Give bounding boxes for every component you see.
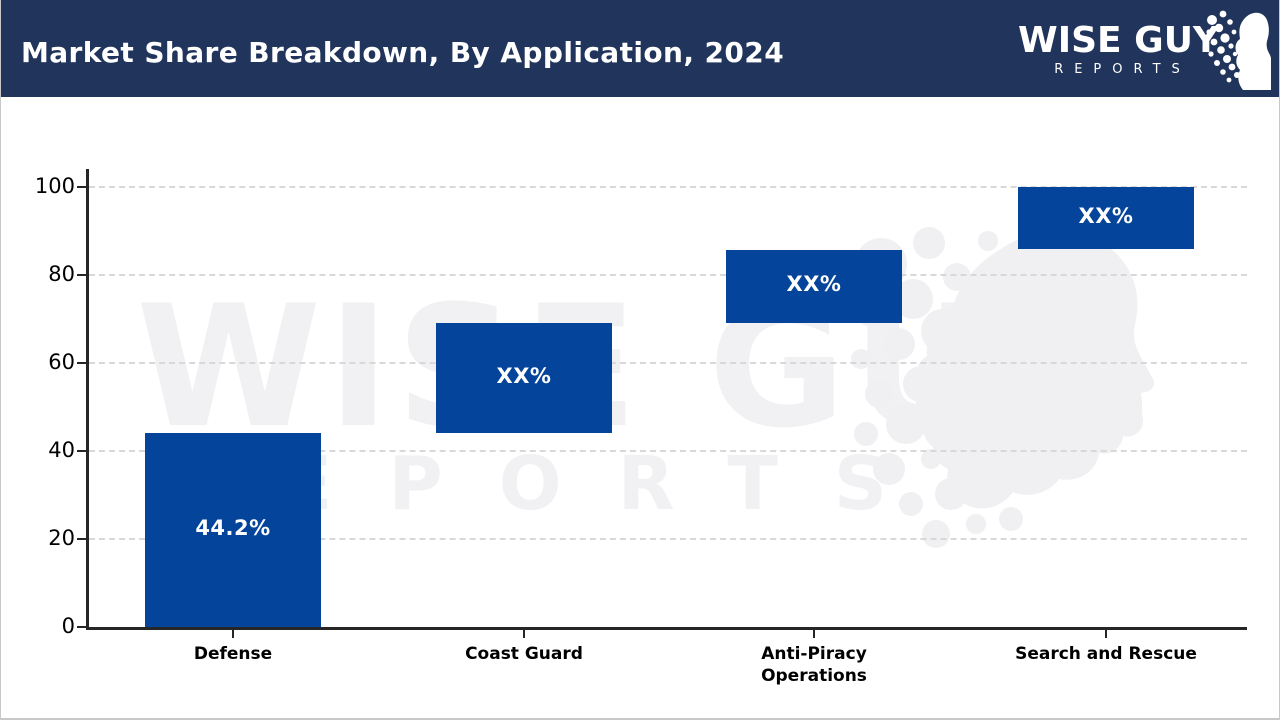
y-tick-40 — [77, 450, 86, 452]
y-tick-80 — [77, 274, 86, 276]
bar-value-label-anti-piracy-operations: XX% — [786, 272, 842, 297]
wise-guy-reports-logo: WISE GUY REPORTS — [1018, 8, 1271, 90]
y-tick-label-80: 80 — [48, 262, 75, 286]
x-tick-search-and-rescue — [1105, 630, 1107, 638]
bar-value-label-search-and-rescue: XX% — [1078, 203, 1134, 228]
gridline-80 — [89, 274, 1247, 276]
bar-defense: 44.2% — [145, 432, 321, 627]
watermark-head-icon — [851, 227, 1155, 548]
y-tick-label-20: 20 — [48, 526, 75, 550]
y-tick-60 — [77, 362, 86, 364]
gridline-100 — [89, 186, 1247, 188]
bar-coast-guard: XX% — [436, 322, 612, 433]
chart-canvas: WISE GUY REPORTS 0 20 40 60 80 100 44.2% Defens… — [1, 97, 1279, 718]
y-axis-line — [86, 169, 89, 630]
bar-anti-piracy-operations: XX% — [726, 250, 902, 323]
logo-reports-text: REPORTS — [1054, 62, 1191, 77]
y-tick-0 — [77, 626, 86, 628]
page-title: Market Share Breakdown, By Application, … — [21, 36, 785, 69]
logo-wiseguy-text: WISE GUY — [1017, 20, 1219, 61]
x-tick-defense — [232, 630, 234, 638]
y-tick-label-100: 100 — [34, 174, 75, 198]
y-tick-100 — [77, 186, 86, 188]
x-tick-anti-piracy-operations — [813, 630, 815, 638]
x-axis-line — [86, 627, 1247, 630]
y-tick-label-60: 60 — [48, 350, 75, 374]
gridline-20 — [89, 538, 1247, 540]
bar-value-label-coast-guard: XX% — [496, 363, 552, 388]
bar-search-and-rescue: XX% — [1018, 187, 1194, 249]
gridline-60 — [89, 362, 1247, 364]
x-tick-label-search-and-rescue: Search and Rescue — [1015, 644, 1197, 664]
logo-head-icon — [1206, 10, 1271, 90]
x-tick-label-coast-guard: Coast Guard — [465, 644, 583, 664]
x-tick-coast-guard — [523, 630, 525, 638]
logo-wordmark: WISE GUY REPORTS — [1017, 20, 1219, 78]
gridline-40 — [89, 450, 1247, 452]
y-tick-label-0: 0 — [61, 614, 75, 638]
bar-value-label-defense: 44.2% — [195, 515, 271, 540]
x-tick-label-defense: Defense — [193, 644, 273, 664]
y-tick-20 — [77, 538, 86, 540]
x-tick-label-anti-piracy-operations: Anti-Piracy Operations — [761, 644, 867, 686]
header: Market Share Breakdown, By Application, … — [1, 0, 1279, 97]
y-tick-label-40: 40 — [48, 438, 75, 462]
